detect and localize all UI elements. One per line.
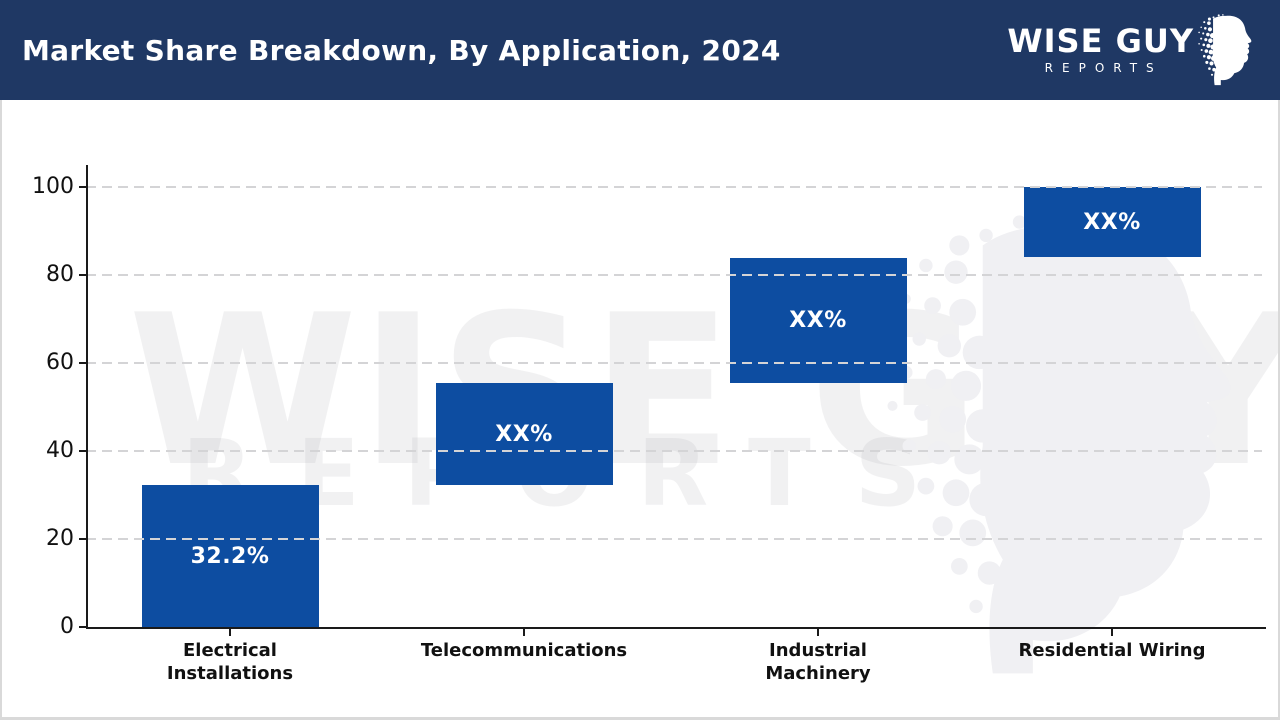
bar-2: XX% (729, 258, 907, 383)
y-tick-mark-40 (79, 450, 86, 452)
x-axis (86, 627, 1266, 629)
y-axis (86, 165, 88, 629)
x-tick-mark-2 (817, 629, 819, 636)
y-tick-mark-80 (79, 274, 86, 276)
x-tick-mark-1 (523, 629, 525, 636)
bar-1: XX% (435, 382, 613, 486)
watermark-head-icon (887, 213, 1231, 674)
bar-0: 32.2% (141, 485, 319, 627)
logo-wordmark: WISE GUY (1007, 22, 1194, 60)
bar-3: XX% (1023, 187, 1201, 258)
y-tick-label-40: 40 (46, 438, 74, 463)
x-tick-mark-0 (229, 629, 231, 636)
gridline-80 (86, 274, 1262, 276)
wise-guy-logo: WISE GUY REPORTS (1007, 12, 1258, 88)
y-tick-label-0: 0 (60, 614, 74, 639)
logo-text: WISE GUY REPORTS (1007, 25, 1194, 75)
y-tick-mark-100 (79, 186, 86, 188)
gridline-100 (86, 186, 1262, 188)
logo-subtitle: REPORTS (1044, 61, 1163, 75)
header-band: Market Share Breakdown, By Application, … (0, 0, 1280, 100)
dotted-head-icon (1198, 14, 1252, 86)
gridline-40 (86, 450, 1262, 452)
y-tick-label-100: 100 (32, 174, 74, 199)
x-tick-label-2: Industrial Machinery (765, 640, 871, 684)
y-tick-label-60: 60 (46, 350, 74, 375)
bar-value-label-1: XX% (495, 421, 553, 447)
bar-value-label-3: XX% (1083, 209, 1141, 235)
y-tick-mark-20 (79, 538, 86, 540)
bar-value-label-2: XX% (789, 308, 847, 334)
y-tick-label-80: 80 (46, 262, 74, 287)
x-tick-label-3: Residential Wiring (1018, 640, 1206, 661)
y-tick-mark-60 (79, 362, 86, 364)
gridline-60 (86, 362, 1262, 364)
x-tick-label-1: Telecommunications (420, 640, 628, 661)
y-tick-label-20: 20 (46, 526, 74, 551)
gridline-20 (86, 538, 1262, 540)
bar-value-label-0: 32.2% (190, 543, 270, 569)
x-tick-mark-3 (1111, 629, 1113, 636)
x-tick-label-0: Electrical Installations (166, 640, 294, 684)
y-tick-mark-0 (79, 626, 86, 628)
page-title: Market Share Breakdown, By Application, … (22, 33, 781, 67)
